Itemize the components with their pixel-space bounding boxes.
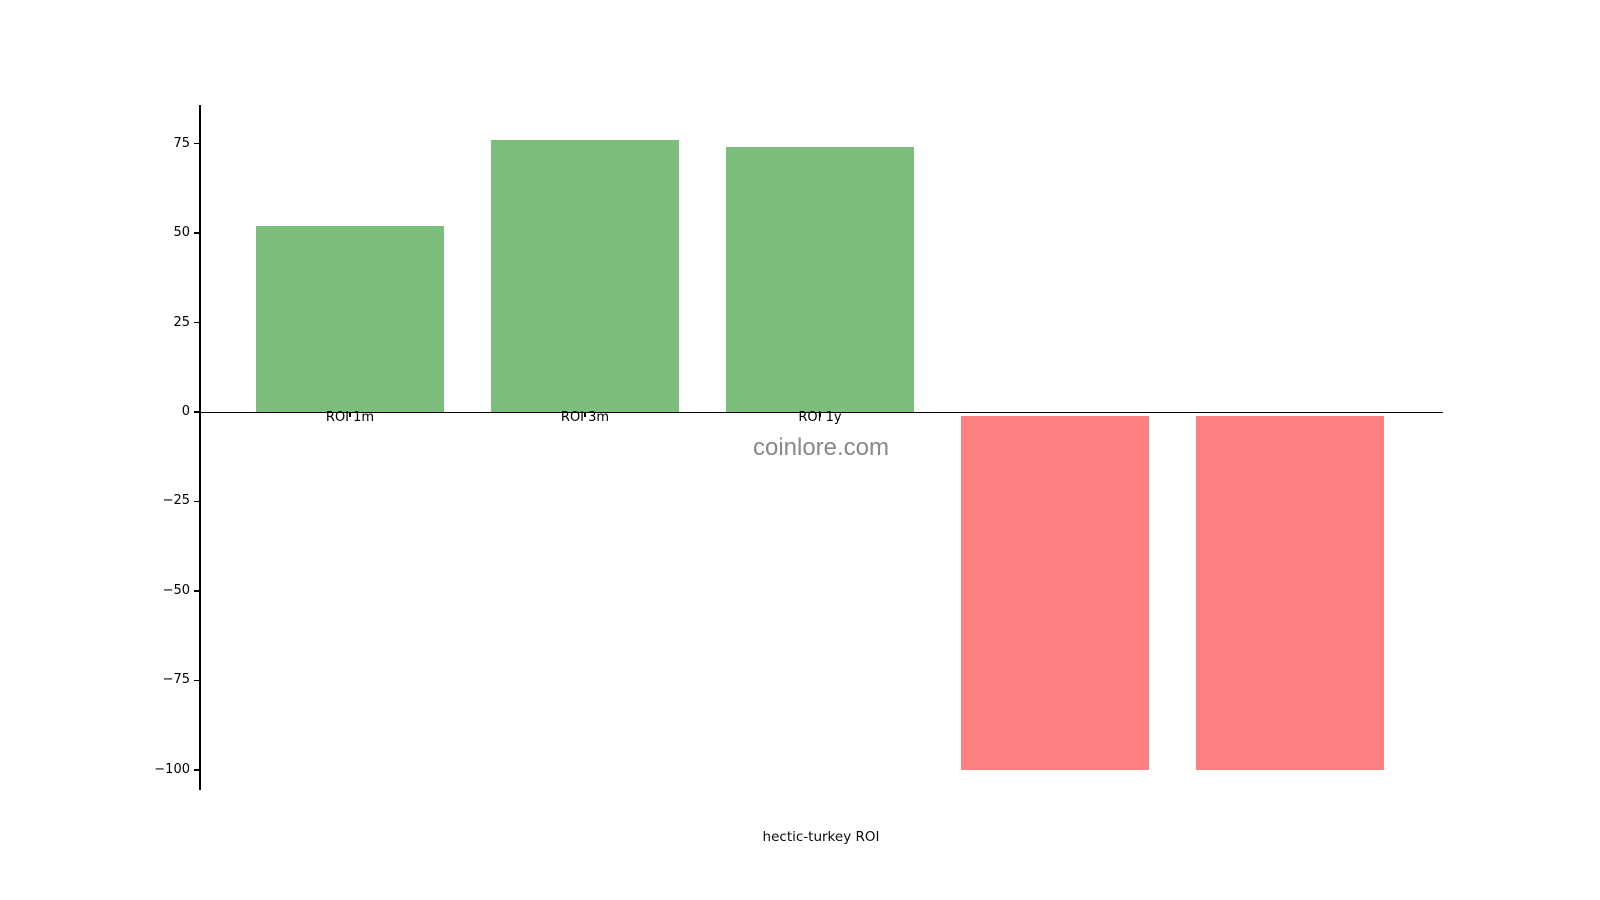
y-tick-mark-0 [194, 411, 199, 413]
y-tick-mark-50 [194, 232, 199, 234]
y-tick-label-−50: −50 [162, 582, 190, 598]
y-tick-label-−75: −75 [162, 672, 190, 688]
y-tick-label-−100: −100 [154, 761, 190, 777]
chart-title: hectic-turkey ROI [762, 829, 880, 845]
bar-negative-3 [961, 416, 1149, 770]
y-tick-mark-−50 [194, 590, 199, 592]
bar-negative-4 [1196, 416, 1384, 770]
y-tick-label-−25: −25 [162, 493, 190, 509]
y-tick-mark-−75 [194, 679, 199, 682]
y-tick-label-75: 75 [173, 135, 190, 151]
y-tick-mark-25 [194, 321, 199, 324]
y-tick-label-25: 25 [173, 314, 190, 330]
x-tick-label-roi-1y: ROI 1y [798, 410, 842, 425]
y-tick-mark-−100 [194, 769, 199, 771]
x-tick-mark-roi-1y [819, 412, 821, 417]
watermark-text: coinlore.com [752, 434, 890, 461]
y-tick-label-0: 0 [181, 404, 190, 419]
y-tick-label-50: 50 [173, 225, 190, 241]
bar-roi-1m [256, 225, 444, 412]
y-tick-mark-−25 [194, 500, 199, 503]
x-tick-label-roi-3m: ROI 3m [560, 410, 610, 425]
x-tick-mark-roi-1m [349, 412, 351, 417]
bar-roi-3m [491, 139, 679, 412]
x-axis-line [199, 411, 1443, 413]
x-tick-mark-roi-3m [584, 412, 586, 417]
x-tick-label-roi-1m: ROI 1m [325, 410, 375, 425]
y-axis-spine [199, 105, 201, 790]
y-tick-mark-75 [194, 142, 199, 145]
bar-roi-1y [726, 147, 914, 412]
